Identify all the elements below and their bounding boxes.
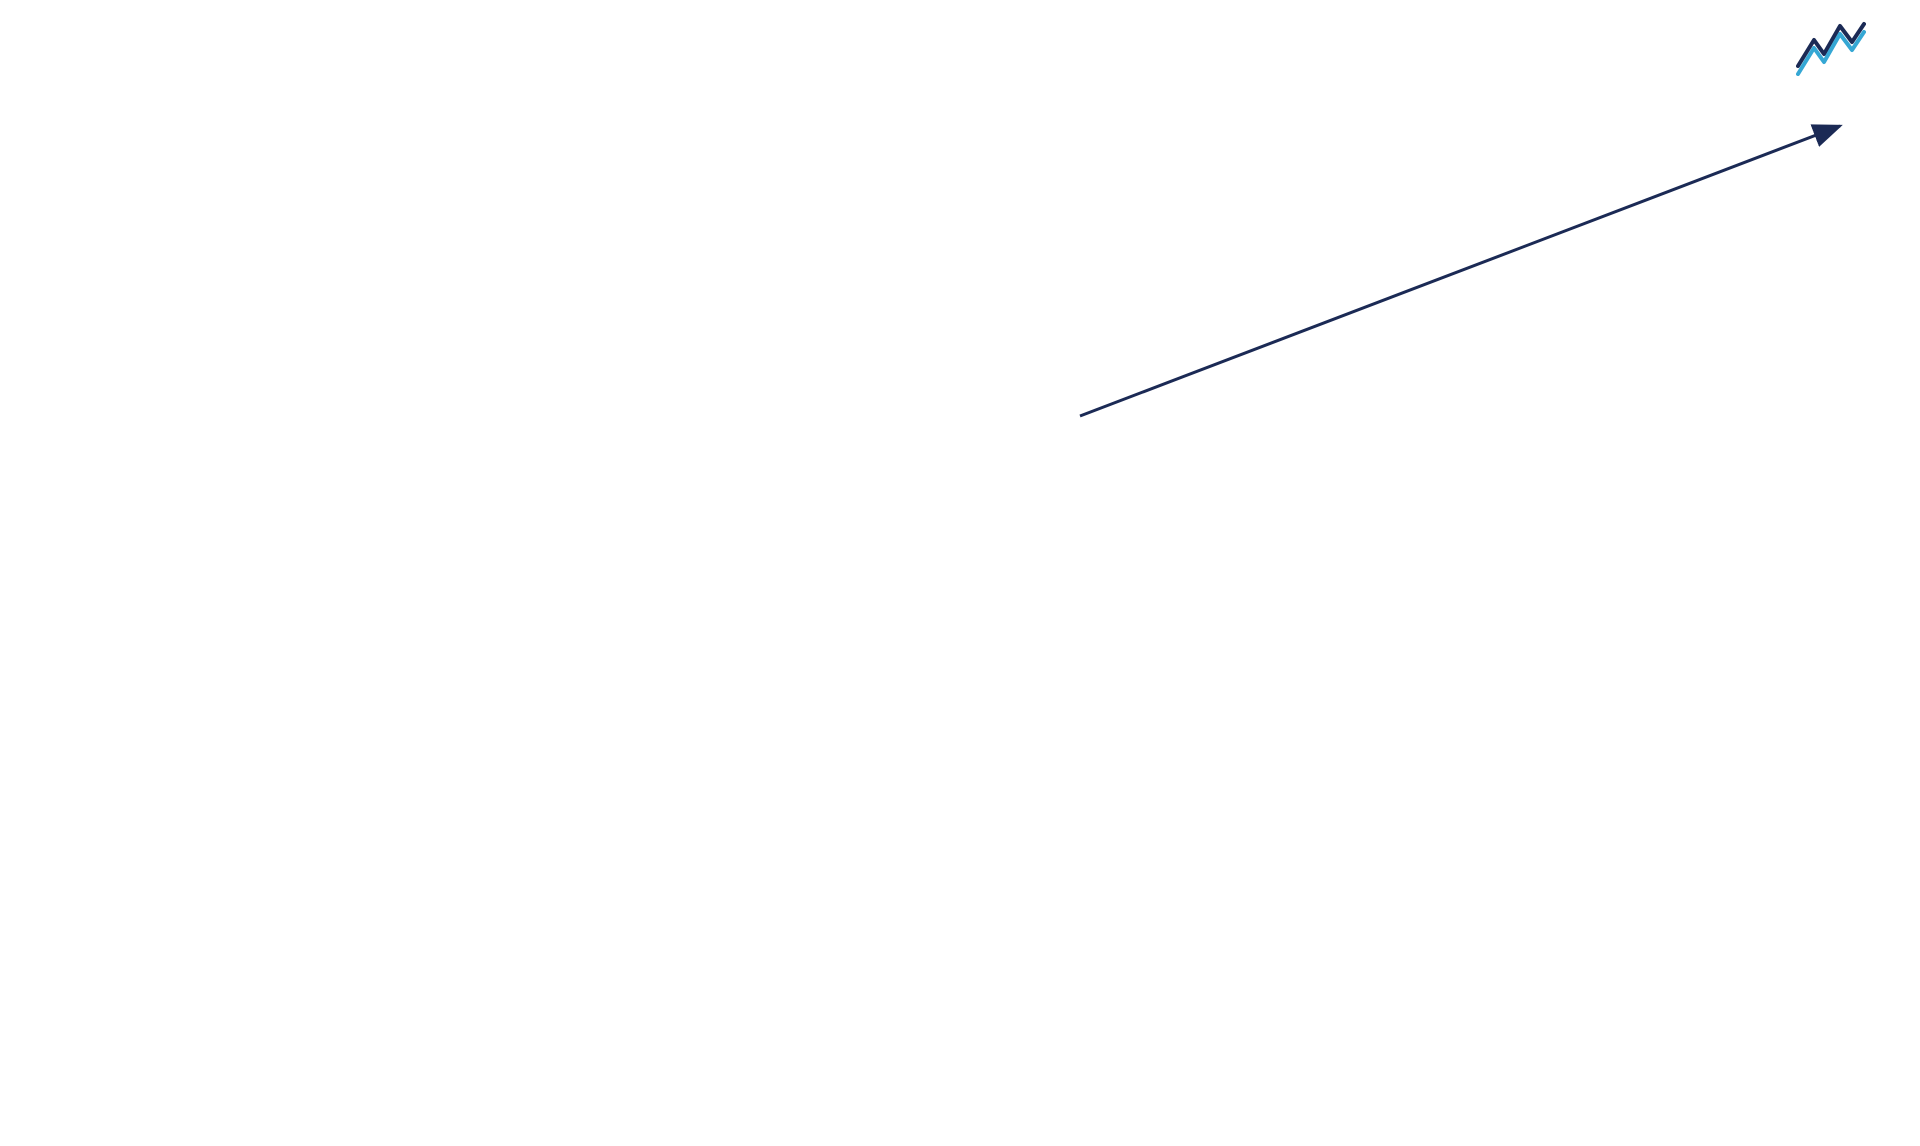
logo-icon [1796, 20, 1866, 76]
segmentation-section [40, 556, 560, 834]
map-svg [40, 106, 1000, 506]
brand-logo [1796, 20, 1880, 76]
regional-section [1390, 556, 1880, 834]
player-bars [616, 574, 1350, 576]
players-section [600, 556, 1350, 834]
segmentation-chart [40, 574, 380, 834]
growth-chart [1050, 106, 1880, 506]
world-map [40, 106, 1000, 506]
regional-donut [1390, 574, 1630, 814]
